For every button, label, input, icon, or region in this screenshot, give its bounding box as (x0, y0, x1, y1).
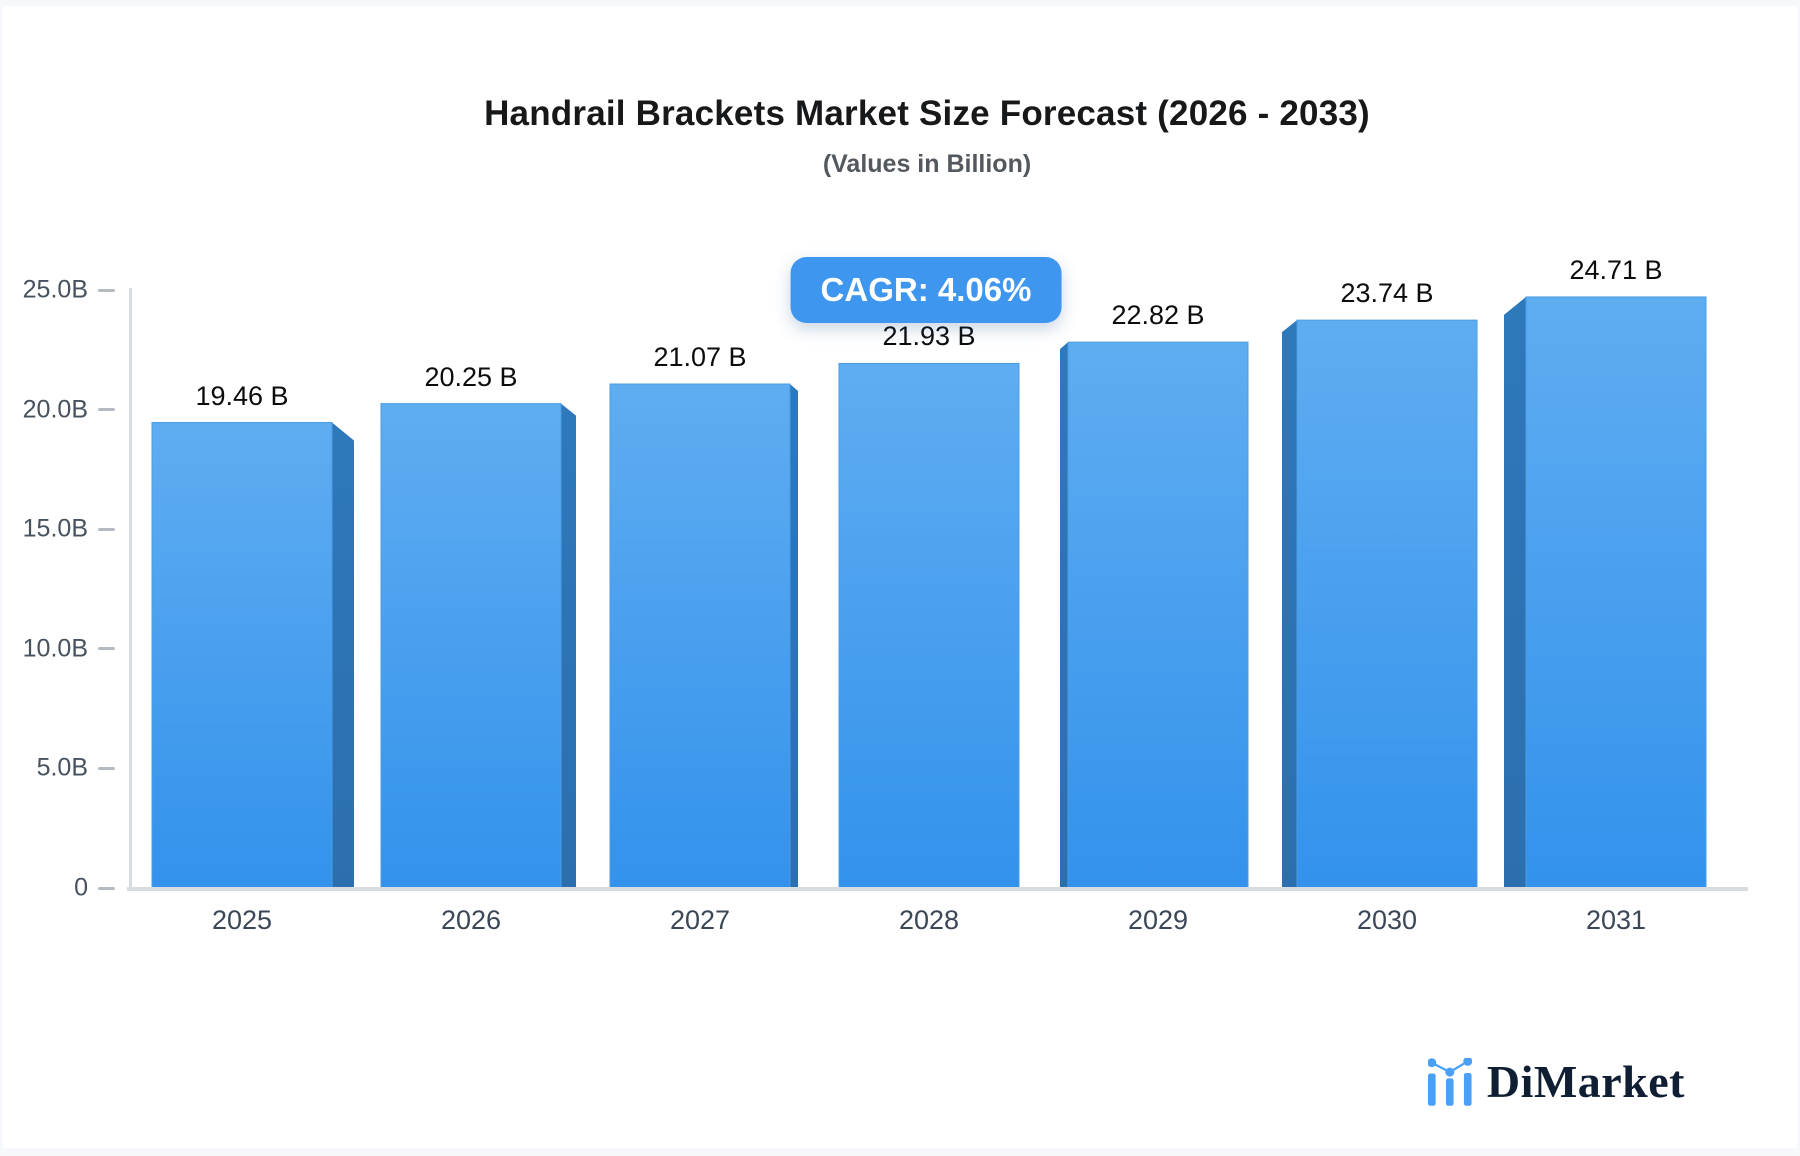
x-axis-line (127, 887, 1748, 891)
bar-chart-trend-icon (1427, 1057, 1472, 1106)
x-axis-label: 2029 (1127, 905, 1189, 935)
bar-side-face (1504, 296, 1526, 891)
x-axis-label: 2030 (1356, 905, 1418, 935)
bar-2031 (1504, 296, 1707, 891)
x-axis-label: 2031 (1585, 905, 1647, 935)
bar-2028 (838, 362, 1020, 891)
bar-value-label: 21.07 B (653, 342, 747, 372)
y-tick-label: 15.0B (22, 514, 88, 543)
bar-side-face (561, 403, 576, 890)
x-axis-label: 2027 (669, 905, 731, 935)
bar-side-face (790, 384, 798, 890)
bar-side-face (1282, 320, 1297, 891)
y-tick-dash (98, 766, 115, 770)
y-tick-label: 20.0B (22, 395, 88, 424)
bar-value-label: 20.25 B (424, 361, 518, 392)
bar-main-face (1067, 341, 1249, 891)
y-tick-label: 5.0B (36, 753, 88, 782)
bar-value-label: 22.82 B (1111, 300, 1205, 331)
brand-logo: DiMarket (1427, 1055, 1685, 1108)
y-tick-label: 25.0B (22, 275, 88, 304)
y-axis-line (129, 288, 132, 891)
bar-2030 (1282, 319, 1478, 891)
bar-main-face (1296, 319, 1478, 891)
cagr-badge: CAGR: 4.06% (790, 257, 1062, 323)
y-tick-dash (98, 886, 115, 890)
bar-main-face (151, 422, 333, 891)
y-tick-dash (98, 408, 115, 412)
y-tick-dash (98, 288, 115, 292)
x-axis-label: 2026 (440, 905, 502, 935)
bar-value-label: 24.71 B (1569, 254, 1663, 285)
y-tick-label: 0 (74, 873, 88, 902)
chart-subtitle: (Values in Billion) (822, 150, 1032, 178)
y-tick-dash (98, 527, 115, 531)
chart-title: Handrail Brackets Market Size Forecast (… (484, 94, 1370, 133)
bar-side-face (332, 422, 354, 890)
bar-2029 (1060, 341, 1249, 891)
bar-main-face (380, 403, 562, 891)
bar-value-label: 23.74 B (1340, 278, 1434, 309)
y-tick-label: 10.0B (22, 634, 88, 663)
bar-2025 (151, 422, 354, 891)
bar-side-face (1060, 342, 1068, 890)
bar-value-label: 21.93 B (882, 321, 976, 352)
bar-2027 (609, 383, 798, 891)
bar-value-label: 19.46 B (195, 380, 289, 411)
x-axis-label: 2028 (898, 905, 960, 935)
bar-2026 (380, 403, 576, 891)
x-axis-label: 2025 (211, 905, 273, 935)
brand-logo-text: DiMarket (1486, 1056, 1685, 1107)
bar-main-face (609, 383, 791, 891)
bar-main-face (838, 362, 1020, 891)
bar-main-face (1525, 296, 1707, 891)
y-tick-dash (98, 647, 115, 651)
